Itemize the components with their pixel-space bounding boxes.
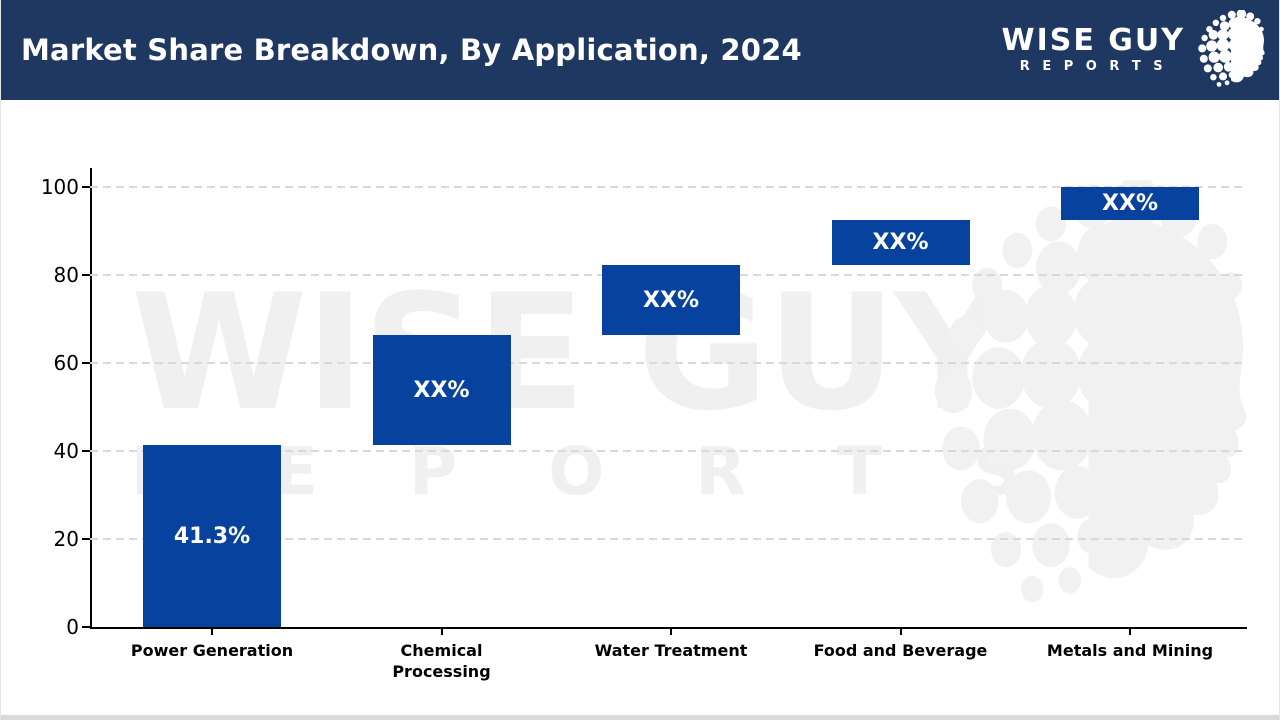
gridline-60 [90,362,1247,364]
x-category-label-water-treatment: Water Treatment [594,641,748,660]
gridline-100 [90,186,1247,188]
x-tick-mark-chemical-processing [440,629,443,635]
bar-value-label-power-generation: 41.3% [173,523,251,549]
y-tick-mark-20 [82,538,90,540]
gridline-40 [90,450,1247,452]
bar-power-generation: 41.3% [143,445,281,627]
bar-food-and-beverage: XX% [831,220,970,265]
bar-value-label-chemical-processing: XX% [413,377,470,403]
waterfall-chart: 0 20 40 60 80 100 41.3% Power Generation XX% Chem… [1,100,1279,715]
x-tick-mark-metals-and-mining [1129,629,1131,635]
bar-water-treatment: XX% [602,264,740,336]
y-axis-line [90,168,92,629]
x-tick-mark-food-and-beverage [899,629,902,635]
y-tick-mark-100 [82,186,90,188]
y-tick-mark-60 [82,362,90,364]
logo-wordmark-line1: WISE GUY [1001,23,1185,58]
logo-wordmark-line2: R E P O R T S [1019,59,1167,74]
logo-wordmark: WISE GUY R E P O R T S [1001,25,1185,75]
header: Market Share Breakdown, By Application, … [1,0,1279,100]
y-tick-mark-80 [82,274,90,276]
x-category-label-food-and-beverage: Food and Beverage [813,641,988,660]
chart-title: Market Share Breakdown, By Application, … [21,33,802,67]
y-tick-mark-0 [82,626,90,628]
y-tick-mark-40 [82,450,90,452]
bar-chemical-processing: XX% [372,335,511,446]
x-tick-mark-water-treatment [670,629,672,635]
y-tick-label-0: 0 [66,615,79,639]
x-axis-line [90,627,1247,629]
bar-value-label-food-and-beverage: XX% [872,229,929,255]
x-category-label-chemical-processing: Chemical Processing [392,641,491,681]
footer-bar [1,715,1279,720]
x-category-label-power-generation: Power Generation [130,641,294,660]
y-tick-label-100: 100 [40,175,79,199]
logo-head-icon [1198,10,1265,87]
bar-value-label-water-treatment: XX% [643,287,699,313]
y-tick-label-60: 60 [53,351,79,375]
wise-guy-reports-logo: WISE GUY R E P O R T S [1001,0,1273,100]
bar-value-label-metals-and-mining: XX% [1102,191,1158,216]
bar-metals-and-mining: XX% [1061,187,1199,220]
y-tick-label-20: 20 [53,527,79,551]
y-tick-label-40: 40 [53,439,79,463]
y-tick-label-80: 80 [53,263,79,287]
x-tick-mark-power-generation [211,629,213,635]
x-category-label-metals-and-mining: Metals and Mining [1046,641,1214,660]
gridline-20 [90,538,1247,540]
